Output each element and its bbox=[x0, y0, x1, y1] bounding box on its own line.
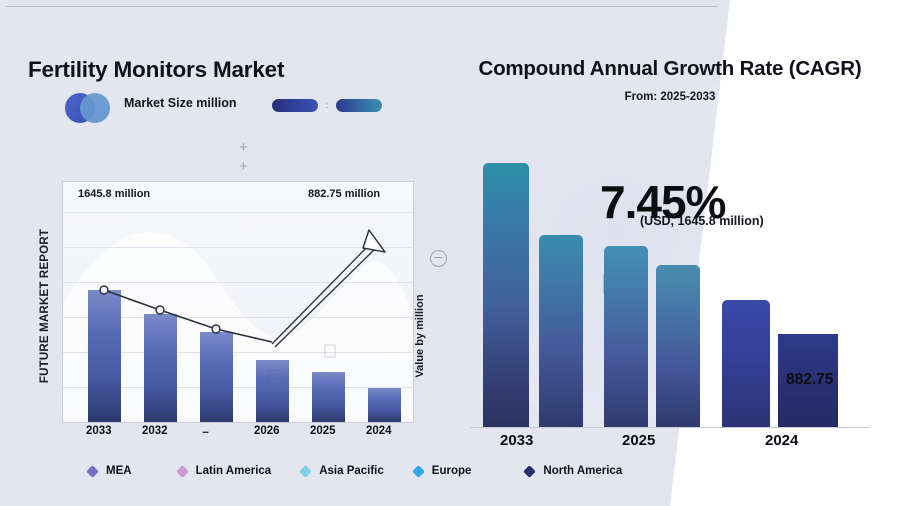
legend-item-mea[interactable]: MEA bbox=[86, 464, 132, 478]
region-legend: MEA Latin America Asia Pacific Europe No… bbox=[86, 464, 623, 478]
cagr-value: 7.45% bbox=[600, 176, 726, 228]
r-x-label-0: 2033 bbox=[500, 432, 534, 449]
left-chart-trend-line bbox=[99, 229, 386, 385]
right-bar-2033-primary bbox=[483, 163, 529, 428]
legend-label: Asia Pacific bbox=[319, 465, 384, 477]
left-bar-mid bbox=[200, 332, 233, 422]
legend-item-north-america[interactable]: North America bbox=[523, 464, 623, 478]
left-bar-2032 bbox=[144, 314, 177, 422]
cagr-period: From: 2025-2033 bbox=[624, 91, 716, 103]
right-bar-2024-secondary bbox=[778, 334, 838, 428]
left-bar-2026 bbox=[256, 360, 289, 422]
market-size-legend-label: Market Size million bbox=[124, 96, 237, 110]
legend-label: Latin America bbox=[195, 465, 272, 477]
legend-diamond-icon bbox=[175, 464, 189, 478]
pill-legend: : bbox=[272, 99, 383, 112]
right-bar-2025-secondary bbox=[656, 265, 700, 428]
x-label-3: 2026 bbox=[254, 425, 280, 437]
legend-item-latin-america[interactable]: Latin America bbox=[175, 464, 272, 478]
pill-swatch-primary bbox=[272, 99, 318, 112]
plus-icon: + bbox=[239, 139, 248, 156]
left-bar-2033 bbox=[88, 290, 121, 422]
x-label-5: 2024 bbox=[366, 425, 392, 437]
left-bar-2025 bbox=[312, 372, 345, 422]
legend-label: MEA bbox=[106, 465, 132, 477]
right-chart-baseline bbox=[470, 427, 870, 428]
x-label-1: 2032 bbox=[142, 425, 168, 437]
right-chart-data-label: 882.75 bbox=[786, 371, 834, 388]
minus-circle-icon[interactable] bbox=[430, 250, 447, 267]
cagr-title: Compound Annual Growth Rate (CAGR) bbox=[478, 57, 862, 80]
legend-diamond-icon bbox=[523, 464, 537, 478]
left-bar-2024 bbox=[368, 388, 401, 422]
plus-icon: + bbox=[239, 158, 248, 175]
legend-item-asia-pacific[interactable]: Asia Pacific bbox=[299, 464, 384, 478]
right-chart-plot-area bbox=[460, 140, 880, 428]
r-x-label-1: 2025 bbox=[622, 432, 656, 449]
pill-swatch-secondary bbox=[336, 99, 383, 112]
legend-diamond-icon bbox=[86, 464, 99, 478]
x-label-4: 2025 bbox=[310, 425, 336, 437]
legend-diamond-icon bbox=[299, 464, 313, 478]
legend-diamond-icon bbox=[411, 464, 425, 478]
right-bar-2025-primary bbox=[604, 246, 648, 428]
x-label-0: 2033 bbox=[86, 425, 112, 437]
left-chart-end-value: 882.75 million bbox=[308, 188, 381, 200]
legend-item-europe[interactable]: Europe bbox=[411, 464, 472, 478]
cagr-usd-value: (USD, 1645.8 million) bbox=[640, 214, 764, 228]
page-title: Fertility Monitors Market bbox=[28, 57, 285, 82]
r-x-label-2: 2024 bbox=[765, 432, 799, 449]
growth-arrow bbox=[271, 229, 386, 348]
two-circles-logo-icon bbox=[65, 93, 110, 123]
left-chart-x-axis: 2033 2032 .... 2026 2025 2024 bbox=[62, 425, 412, 445]
left-chart-start-value: 1645.8 million bbox=[78, 188, 151, 200]
x-label-2: .... bbox=[202, 425, 209, 435]
left-chart-y-axis-label: FUTURE MARKET REPORT bbox=[39, 228, 51, 384]
right-bar-2033-secondary bbox=[539, 235, 583, 428]
background-top-rule bbox=[6, 6, 718, 7]
legend-label: Europe bbox=[431, 465, 472, 477]
left-chart-y-axis-label-right: Value by million bbox=[414, 294, 426, 378]
right-bar-2024-primary bbox=[722, 300, 770, 428]
small-doc-icon bbox=[267, 369, 280, 385]
pill-separator: : bbox=[326, 101, 329, 110]
right-chart-x-axis: 2033 2025 2024 bbox=[460, 432, 890, 454]
left-chart-plot-area bbox=[62, 181, 414, 423]
small-square-icon bbox=[324, 344, 336, 358]
legend-label: North America bbox=[543, 465, 623, 477]
